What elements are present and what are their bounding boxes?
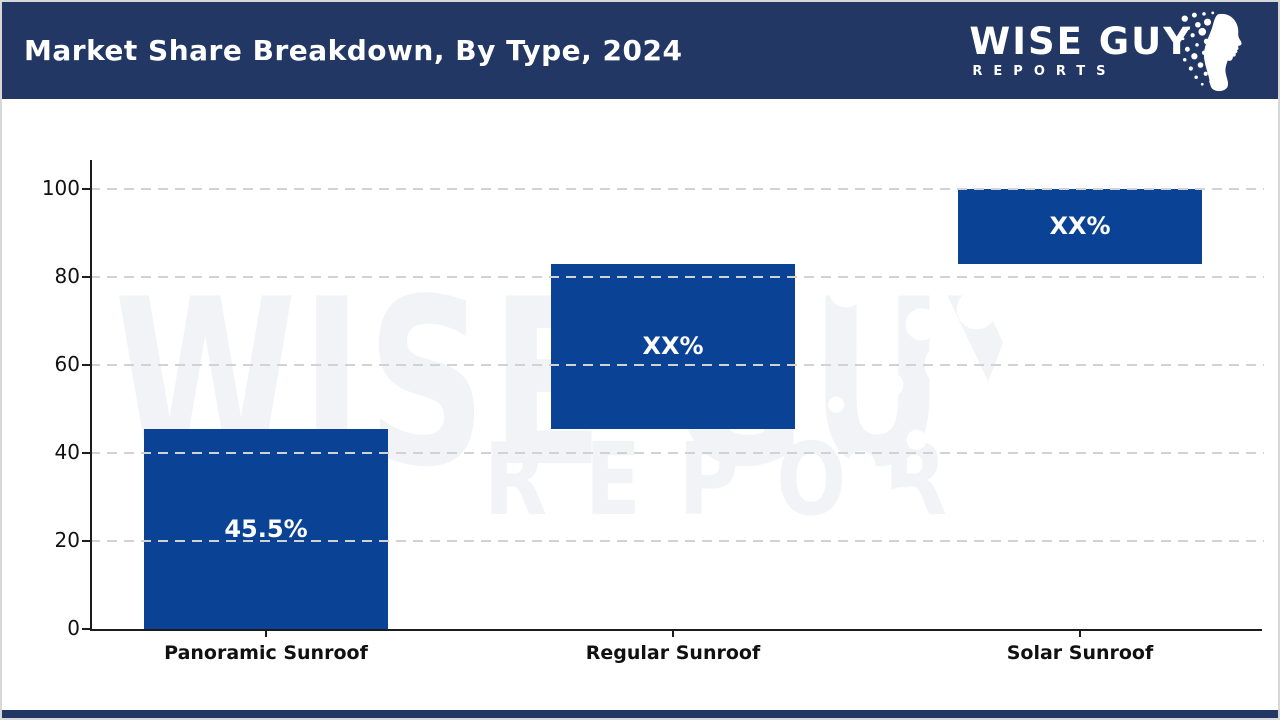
logo-subtitle: REPORTS (972, 63, 1117, 79)
y-tick (82, 540, 90, 542)
page-title: Market Share Breakdown, By Type, 2024 (24, 34, 683, 67)
y-tick-label: 40 (54, 440, 80, 464)
bar-value-label: XX% (642, 332, 704, 361)
y-tick (82, 188, 90, 190)
logo-wordmark: WISE GUY (969, 19, 1192, 63)
gridline (90, 540, 1264, 542)
y-tick (82, 276, 90, 278)
y-tick (82, 364, 90, 366)
footer-bar (2, 710, 1278, 718)
gridline (90, 188, 1264, 190)
y-tick-label: 0 (67, 616, 80, 640)
bar-value-label: 45.5% (224, 514, 308, 543)
x-tick (265, 629, 267, 637)
y-tick-label: 60 (54, 352, 80, 376)
y-tick-label: 100 (41, 176, 80, 200)
gridline (90, 364, 1264, 366)
y-tick (82, 452, 90, 454)
y-tick (82, 628, 90, 630)
bar-value-label: XX% (1049, 212, 1111, 241)
bar-segment: XX% (551, 263, 795, 429)
category-label: Regular Sunroof (585, 642, 761, 664)
y-tick-label: 20 (54, 528, 80, 552)
bar-segment: XX% (958, 189, 1202, 264)
gridline (90, 276, 1264, 278)
dotted-head-profile-icon (1181, 10, 1242, 91)
category-label: Panoramic Sunroof (164, 642, 368, 664)
header: Market Share Breakdown, By Type, 2024 WI… (2, 2, 1278, 99)
bar-segment: 45.5% (144, 428, 388, 629)
gridline (90, 452, 1264, 454)
logo: WISE GUY REPORTS (969, 9, 1260, 93)
y-tick-label: 80 (54, 264, 80, 288)
x-tick (1079, 629, 1081, 637)
y-axis-line (90, 160, 92, 630)
x-axis-line (90, 629, 1262, 631)
category-label: Solar Sunroof (1006, 642, 1154, 664)
logo-text: WISE GUY REPORTS (969, 23, 1192, 79)
x-tick (672, 629, 674, 637)
